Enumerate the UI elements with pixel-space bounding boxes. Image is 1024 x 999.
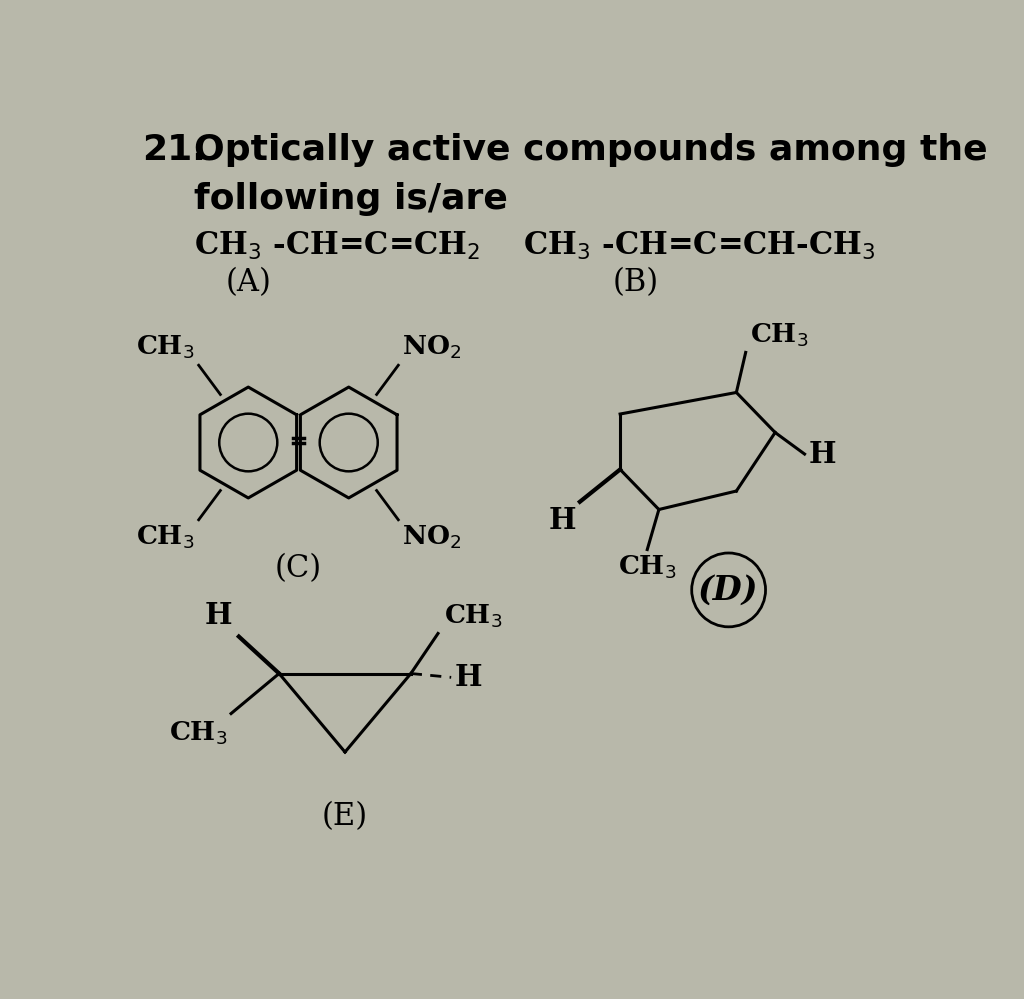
Text: CH$_3$ -CH=C=CH-CH$_3$: CH$_3$ -CH=C=CH-CH$_3$ [523, 230, 876, 262]
Text: (A): (A) [225, 267, 271, 298]
Text: NO$_2$: NO$_2$ [402, 334, 462, 362]
Text: CH$_3$: CH$_3$ [444, 602, 503, 629]
Text: H: H [549, 505, 575, 534]
Text: (C): (C) [274, 553, 323, 584]
Text: NO$_2$: NO$_2$ [402, 523, 462, 551]
Text: CH$_3$: CH$_3$ [618, 553, 677, 580]
Text: Optically active compounds among the: Optically active compounds among the [194, 133, 987, 167]
Text: (B): (B) [612, 267, 658, 298]
Text: (D): (D) [698, 573, 759, 606]
Text: H: H [205, 601, 232, 630]
Text: CH$_3$: CH$_3$ [750, 321, 808, 349]
Text: following is/are: following is/are [194, 182, 508, 216]
Text: (E): (E) [322, 800, 368, 831]
Text: CH$_3$: CH$_3$ [136, 523, 195, 551]
Text: H: H [455, 663, 482, 692]
Text: CH$_3$: CH$_3$ [136, 334, 195, 362]
Text: H: H [809, 440, 836, 469]
Text: 21.: 21. [142, 133, 206, 167]
Text: CH$_3$: CH$_3$ [169, 719, 227, 747]
Text: CH$_3$ -CH=C=CH$_2$: CH$_3$ -CH=C=CH$_2$ [194, 230, 480, 262]
